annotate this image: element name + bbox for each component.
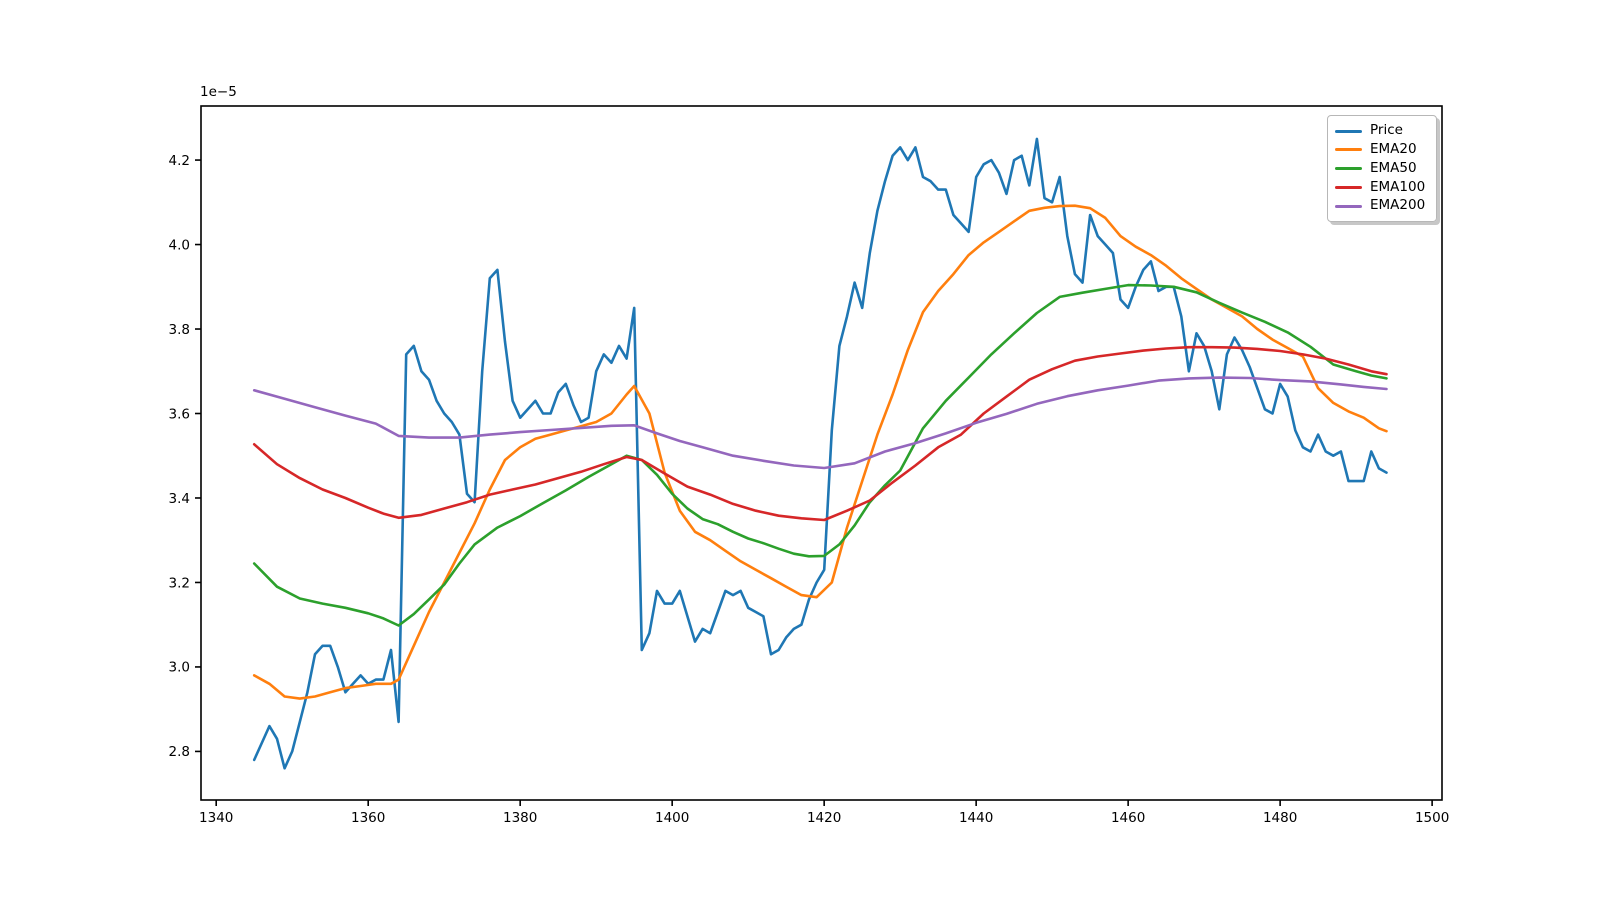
legend-item-ema100: EMA100: [1335, 178, 1429, 195]
ema50-line-swatch: [1335, 167, 1362, 170]
ema20-line: [252, 204, 1388, 700]
legend-label-price: Price: [1370, 122, 1403, 139]
y-tick-label: 3.4: [169, 491, 190, 507]
price-line: [252, 137, 1388, 770]
legend-label-ema50: EMA50: [1370, 159, 1417, 176]
legend-item-price: Price: [1335, 124, 1429, 138]
ema100-line-swatch: [1335, 185, 1362, 189]
y-tick-label: 3.6: [169, 406, 190, 422]
legend-item-ema50: EMA50: [1335, 159, 1429, 176]
x-tick-label: 1400: [655, 810, 689, 826]
x-tick-label: 1480: [1263, 810, 1297, 826]
ema50-line: [252, 283, 1388, 627]
y-tick-label: 3.2: [169, 575, 190, 591]
y-axis-offset-label: 1e−5: [200, 84, 237, 100]
x-tick-label: 1420: [807, 810, 841, 826]
x-tick-label: 1360: [351, 810, 385, 826]
y-tick-label: 3.8: [169, 322, 190, 338]
price-line-swatch: [1335, 129, 1362, 133]
ema20-line-swatch: [1335, 148, 1362, 152]
y-tick-label: 2.8: [169, 744, 190, 760]
y-tick-label: 4.2: [169, 153, 190, 169]
y-tick-label: 3.0: [169, 660, 190, 676]
legend-item-ema200: EMA200: [1335, 199, 1429, 213]
ema200-line-swatch: [1335, 204, 1362, 208]
y-tick-label: 4.0: [169, 237, 190, 253]
legend-item-ema20: EMA20: [1335, 141, 1429, 157]
ema200-line: [252, 376, 1388, 470]
x-tick-label: 1380: [503, 810, 537, 826]
x-tick-label: 1460: [1111, 810, 1145, 826]
legend-label-ema100: EMA100: [1370, 178, 1426, 195]
x-tick-label: 1340: [199, 810, 233, 826]
legend-label-ema200: EMA200: [1370, 197, 1426, 214]
x-tick-label: 1440: [959, 810, 993, 826]
axes-frame: [200, 105, 1443, 801]
x-tick-label: 1500: [1415, 810, 1449, 826]
legend-label-ema20: EMA20: [1370, 141, 1417, 157]
ema100-line: [252, 345, 1388, 522]
legend: Price EMA20 EMA50 EMA100 EMA200: [1327, 115, 1437, 222]
